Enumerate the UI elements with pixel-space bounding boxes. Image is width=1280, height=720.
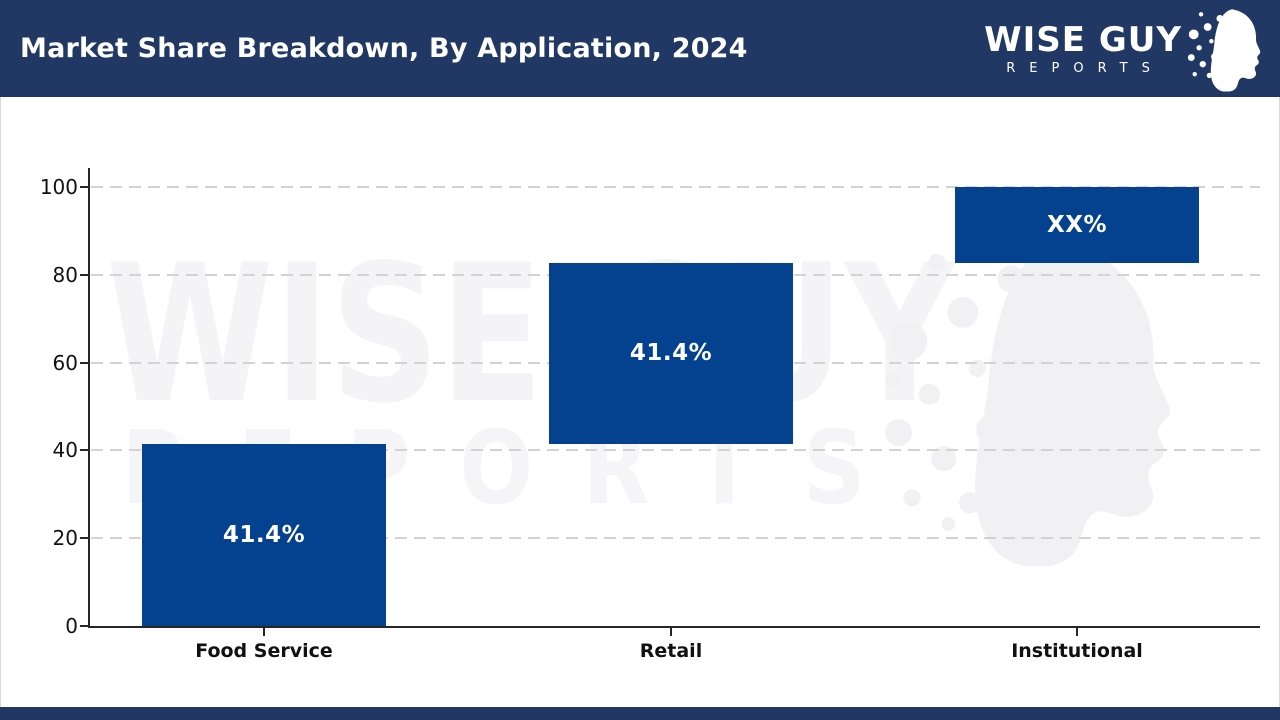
y-tick-mark [80, 625, 88, 627]
logo-text: WISE GUY REPORTS [984, 23, 1182, 75]
gridline [91, 186, 1260, 188]
bar-label-food-service: 41.4% [222, 522, 306, 549]
category-label-retail: Retail [639, 640, 703, 662]
header-bar: Market Share Breakdown, By Application, … [0, 0, 1280, 97]
y-tick-mark [80, 273, 88, 276]
y-tick-label: 40 [52, 438, 78, 463]
y-tick-label: 60 [52, 350, 78, 375]
y-axis [88, 168, 90, 628]
y-tick-mark [80, 186, 88, 188]
bar-label-institutional: XX% [1046, 211, 1107, 238]
logo-wordmark: WISE GUY [984, 20, 1182, 60]
gridline [91, 449, 1260, 452]
y-tick-label: 0 [65, 614, 78, 638]
watermark-text-wise-guy: WISE GUY [106, 224, 955, 445]
wiseguy-logo: WISE GUY REPORTS [984, 4, 1266, 94]
logo-face-icon [1187, 9, 1261, 92]
y-tick-label: 100 [39, 175, 78, 199]
y-tick-label: 80 [52, 262, 78, 287]
footer-bar [0, 707, 1280, 720]
x-tick-mark [1076, 628, 1078, 636]
y-tick-label: 20 [52, 526, 78, 551]
category-label-institutional: Institutional [1011, 640, 1143, 662]
bar-retail: 41.4% [549, 262, 793, 445]
bar-label-retail: 41.4% [629, 340, 713, 367]
y-tick-mark [80, 449, 88, 452]
gridline [91, 537, 1260, 540]
y-tick-mark [80, 537, 88, 540]
bar-food-service: 41.4% [142, 444, 386, 626]
y-tick-mark [80, 361, 88, 364]
x-tick-mark [670, 628, 672, 636]
category-label-food-service: Food Service [195, 640, 333, 662]
page-title: Market Share Breakdown, By Application, … [20, 33, 748, 64]
x-tick-mark [263, 628, 265, 636]
bar-institutional: XX% [955, 187, 1199, 263]
watermark-face-icon [885, 243, 1170, 567]
x-axis [88, 626, 1260, 628]
logo-subtext: REPORTS [1006, 61, 1164, 76]
